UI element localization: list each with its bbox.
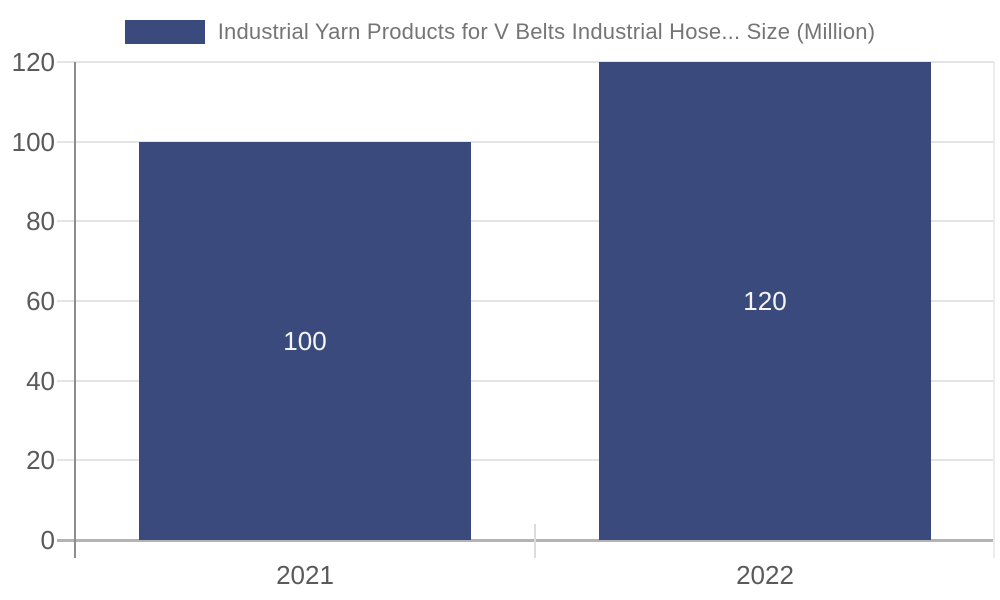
x-axis-label: 2022 (736, 560, 794, 590)
y-axis-line (74, 62, 76, 558)
category-boundary-tick (534, 524, 536, 558)
gridline (57, 220, 994, 223)
gridline (57, 140, 994, 143)
y-axis-tick-label: 100 (11, 126, 55, 157)
x-axis-line (57, 538, 994, 542)
bar-2021 (139, 141, 471, 540)
plot-right-border (993, 62, 995, 558)
bar-value-label: 120 (743, 286, 787, 316)
legend-label: Industrial Yarn Products for V Belts Ind… (217, 19, 876, 44)
y-axis-tick-label: 20 (26, 445, 55, 476)
gridline (57, 379, 994, 382)
y-axis-tick-label: 80 (26, 206, 55, 237)
y-axis-tick-label: 60 (26, 286, 55, 316)
bar-2022 (599, 62, 931, 540)
y-axis-tick-label: 120 (11, 47, 55, 77)
legend[interactable]: Industrial Yarn Products for V Belts Ind… (0, 16, 1000, 48)
x-axis-label: 2021 (276, 560, 334, 590)
y-axis-tick-label: 40 (26, 365, 55, 396)
y-axis-tick-label: 0 (40, 525, 55, 555)
gridline (57, 459, 994, 462)
legend-swatch (124, 20, 205, 44)
gridline (57, 61, 994, 63)
gridline (57, 300, 994, 302)
bar-value-label: 100 (283, 325, 327, 356)
